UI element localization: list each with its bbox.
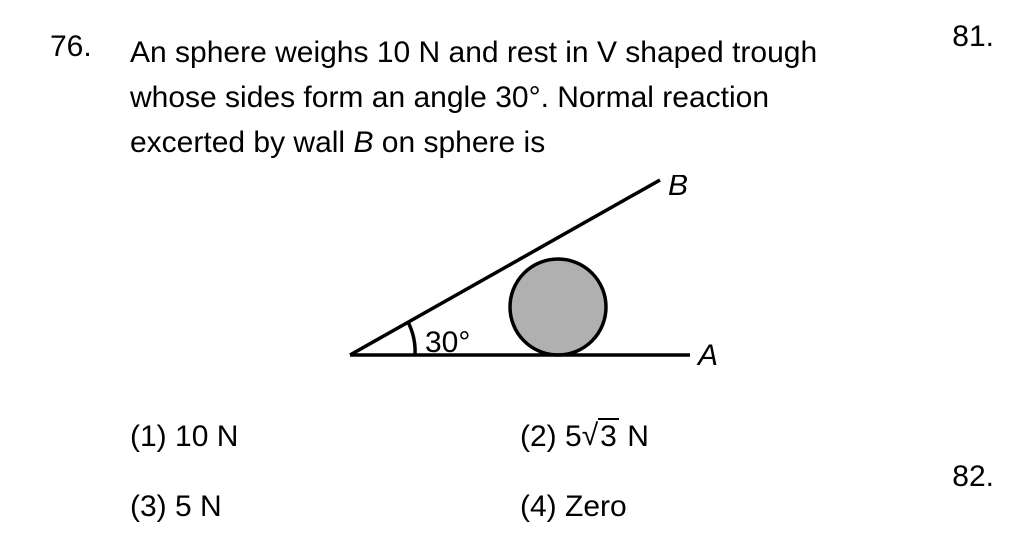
option-3: (3) 5 N bbox=[130, 490, 520, 524]
options-row-2: (3) 5 N (4) Zero bbox=[130, 490, 930, 524]
question-number-82: 82. bbox=[952, 460, 994, 494]
option-3-num: (3) bbox=[130, 490, 167, 523]
sqrt-radicand: 3 bbox=[598, 418, 619, 453]
sqrt-expression: √3 bbox=[582, 420, 619, 454]
diagram-svg: 30° A B bbox=[300, 175, 730, 395]
q-text-1c: shaped bbox=[617, 36, 724, 69]
label-b: B bbox=[668, 175, 688, 202]
sqrt-symbol: √ bbox=[582, 419, 598, 452]
q-text-v: V bbox=[597, 36, 617, 69]
label-a: A bbox=[696, 339, 718, 372]
q-text-force: 10 N bbox=[377, 36, 440, 69]
option-4: (4) Zero bbox=[520, 490, 910, 524]
q-text-1b: and rest in bbox=[440, 36, 597, 69]
q-text-3b: on sphere is bbox=[373, 126, 545, 159]
option-2: (2) 5√3 N bbox=[520, 420, 910, 454]
option-1-num: (1) bbox=[130, 420, 167, 453]
option-2-num: (2) bbox=[520, 420, 557, 453]
wall-b-line bbox=[350, 180, 660, 355]
option-2-prefix: 5 bbox=[565, 420, 582, 453]
option-1-text: 10 N bbox=[175, 420, 238, 453]
option-1: (1) 10 N bbox=[130, 420, 520, 454]
options-row-1: (1) 10 N (2) 5√3 N bbox=[130, 420, 930, 454]
q-text-angle: 30° bbox=[495, 81, 540, 114]
option-3-text: 5 N bbox=[175, 490, 222, 523]
q-text-wall-b: B bbox=[353, 126, 373, 159]
sphere-circle bbox=[510, 259, 606, 355]
question-number-81: 81. bbox=[952, 20, 994, 54]
trough-diagram: 30° A B bbox=[300, 175, 730, 395]
angle-label: 30° bbox=[425, 326, 470, 359]
option-2-suffix: N bbox=[619, 420, 649, 453]
angle-arc bbox=[408, 322, 415, 355]
question-text: An sphere weighs 10 N and rest in V shap… bbox=[130, 30, 870, 165]
option-4-text: Zero bbox=[565, 490, 627, 523]
q-text-2b: . Normal bbox=[541, 81, 654, 114]
question-number-76: 76. bbox=[50, 30, 92, 64]
q-text-1a: An sphere weighs bbox=[130, 36, 377, 69]
option-4-num: (4) bbox=[520, 490, 557, 523]
